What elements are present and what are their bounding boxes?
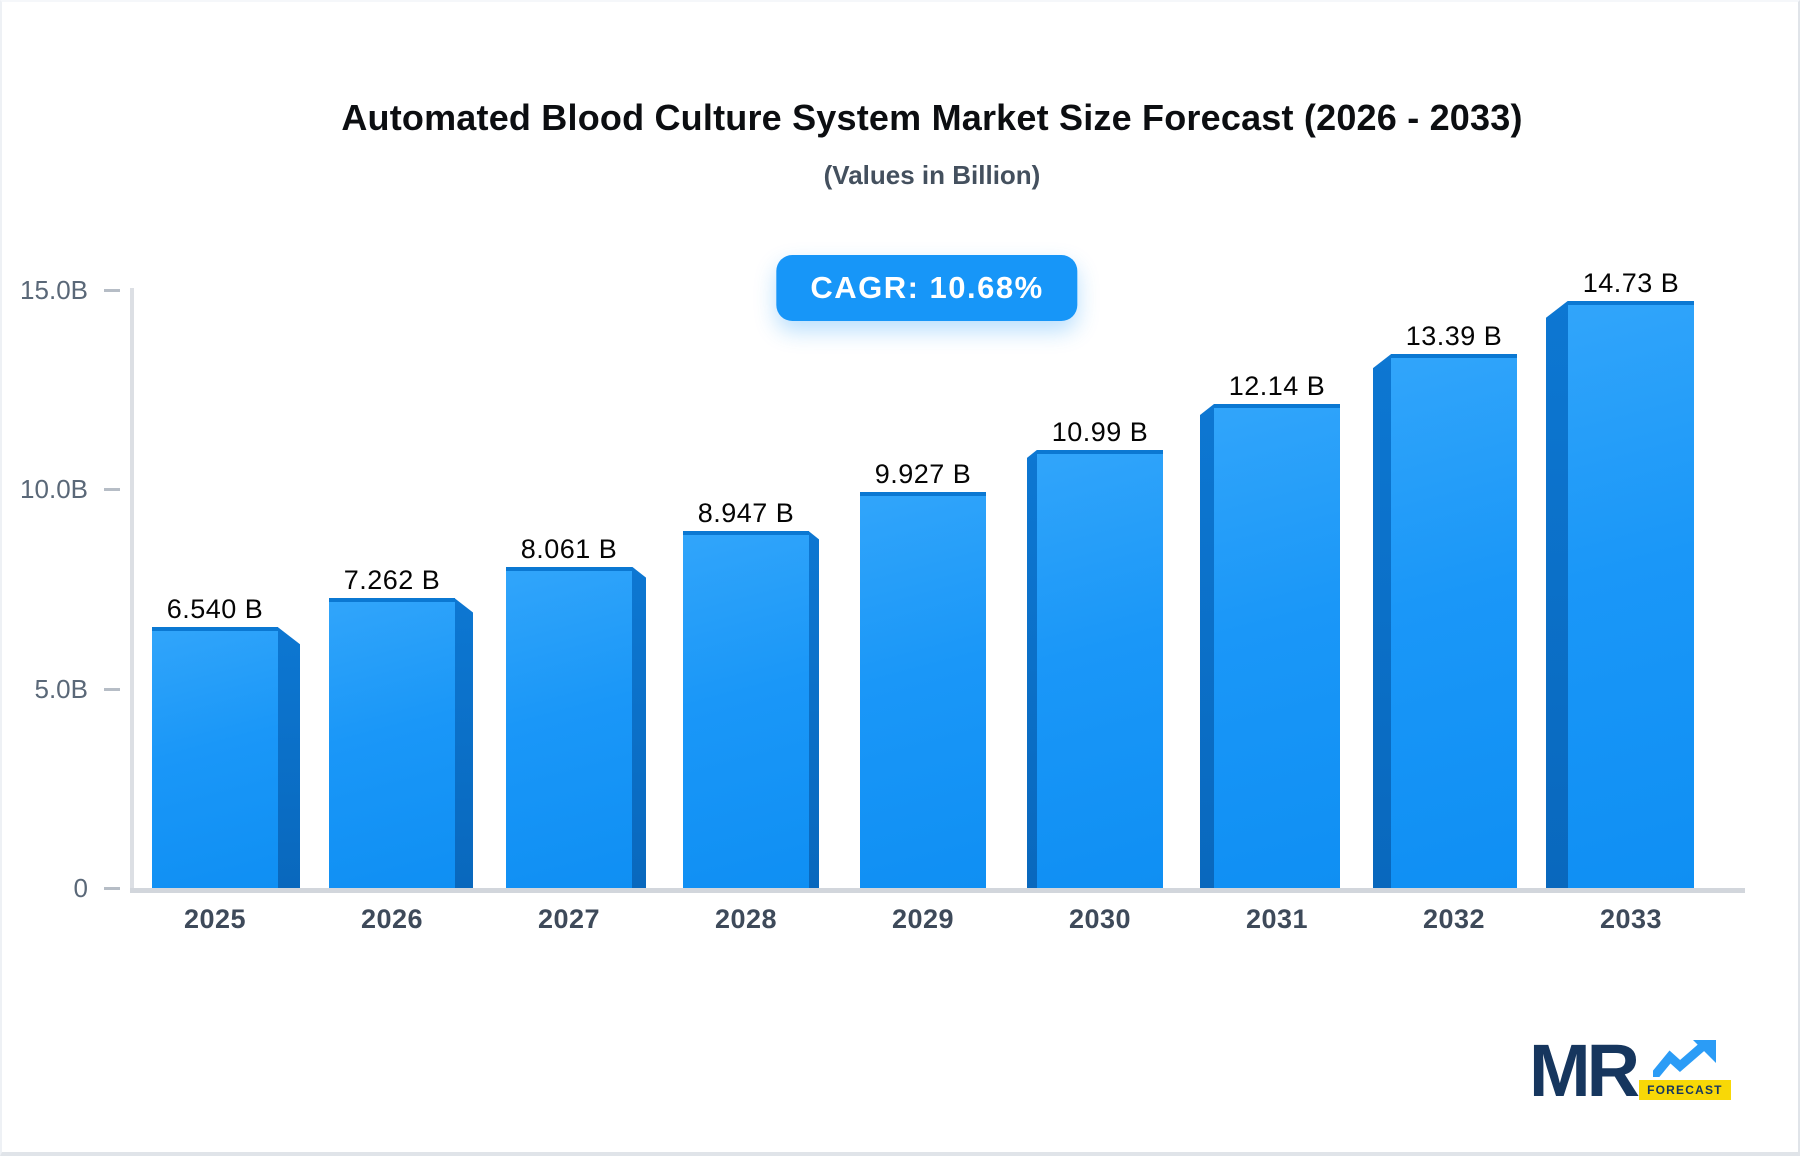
x-axis-label-2032: 2032 — [1422, 904, 1486, 934]
bar-2025 — [152, 627, 278, 888]
bar-2028 — [683, 531, 809, 888]
x-axis-label-2030: 2030 — [1068, 904, 1132, 934]
logo-right-block: FORECAST — [1639, 1040, 1731, 1100]
x-axis-label-2026: 2026 — [360, 904, 424, 934]
bar-side-2026 — [455, 598, 473, 888]
bar-value-label-2028: 8.947 B — [697, 498, 795, 529]
bar-value-label-2027: 8.061 B — [520, 533, 618, 564]
y-tick-label: 5.0B — [34, 673, 89, 704]
x-axis-label-2029: 2029 — [891, 904, 955, 934]
bar-value-label-2026: 7.262 B — [343, 565, 441, 596]
x-axis-label-2025: 2025 — [183, 904, 247, 934]
bar-2032 — [1391, 354, 1517, 888]
x-axis-label-2027: 2027 — [537, 904, 601, 934]
bar-2033 — [1568, 300, 1694, 888]
bar-2026 — [329, 598, 455, 888]
bar-2029 — [860, 492, 986, 888]
chart-title: Automated Blood Culture System Market Si… — [341, 97, 1523, 138]
bar-side-2025 — [278, 627, 300, 888]
logo-text-mr: MR — [1529, 1029, 1640, 1112]
x-axis-label-2033: 2033 — [1599, 904, 1663, 934]
y-tick-dash — [104, 687, 120, 691]
bar-value-label-2031: 12.14 B — [1228, 371, 1326, 402]
bar-side-2027 — [632, 566, 646, 888]
y-tick-label: 10.0B — [20, 474, 88, 505]
y-tick-dash — [104, 289, 120, 292]
bar-2027 — [506, 566, 632, 888]
bar-value-label-2032: 13.39 B — [1405, 321, 1503, 352]
bar-2030 — [1037, 449, 1163, 888]
y-tick-label: 0 — [73, 873, 88, 903]
bar-side-2028 — [809, 531, 819, 888]
y-axis-line — [130, 288, 134, 889]
y-tick-label: 15.0B — [20, 275, 88, 305]
trending-up-arrow-icon — [1652, 1040, 1716, 1077]
y-tick-dash — [104, 887, 120, 890]
x-axis-label-2028: 2028 — [714, 904, 778, 934]
bar-side-2031 — [1200, 404, 1214, 888]
bar-value-label-2025: 6.540 B — [166, 594, 264, 625]
bar-side-2032 — [1373, 354, 1391, 888]
bar-2031 — [1214, 404, 1340, 888]
cagr-badge: CAGR: 10.68% — [776, 255, 1078, 321]
bar-value-label-2033: 14.73 B — [1582, 267, 1680, 298]
chart-subtitle: (Values in Billion) — [823, 160, 1041, 190]
x-axis-label-2031: 2031 — [1245, 904, 1309, 934]
bar-value-label-2029: 9.927 B — [874, 459, 972, 490]
y-tick-dash — [104, 488, 120, 492]
x-axis-line — [130, 888, 1745, 893]
bar-value-label-2030: 10.99 B — [1051, 416, 1149, 447]
logo-text-forecast: FORECAST — [1639, 1080, 1731, 1100]
mrforecast-logo: MR FORECAST — [1529, 1029, 1731, 1112]
bar-side-2030 — [1027, 449, 1037, 888]
bar-side-2033 — [1546, 300, 1568, 888]
